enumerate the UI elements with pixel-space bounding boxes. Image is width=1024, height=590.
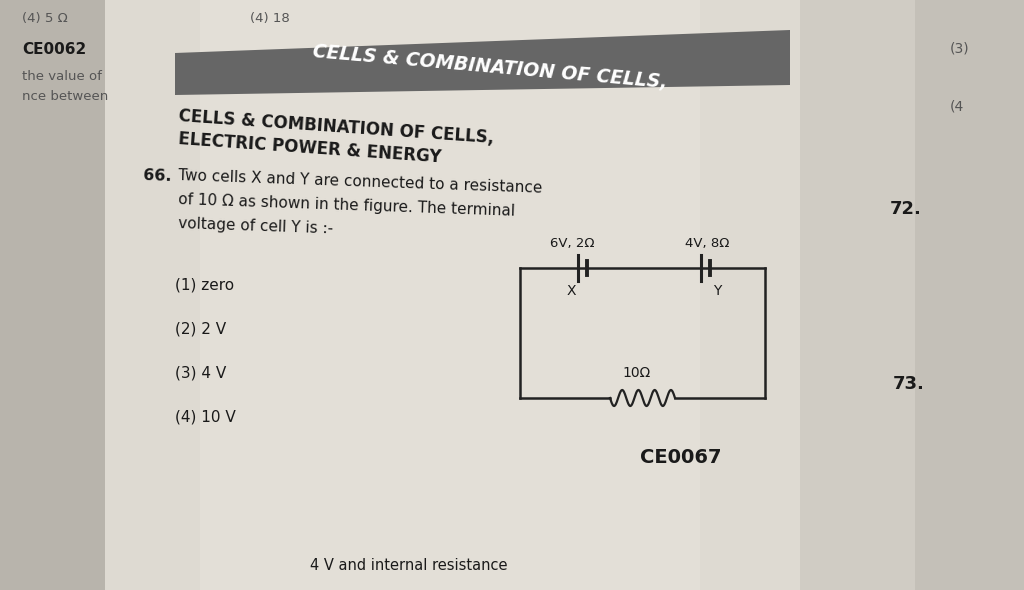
Text: CELLS & COMBINATION OF CELLS,: CELLS & COMBINATION OF CELLS,: [312, 42, 668, 92]
Text: CELLS & COMBINATION OF CELLS,: CELLS & COMBINATION OF CELLS,: [178, 107, 495, 147]
Text: 6V, 2Ω: 6V, 2Ω: [550, 237, 595, 250]
Text: 72.: 72.: [890, 200, 922, 218]
Text: (3) 4 V: (3) 4 V: [175, 366, 226, 381]
Polygon shape: [175, 30, 790, 95]
Text: CE0062: CE0062: [22, 42, 86, 57]
Text: of 10 Ω as shown in the figure. The terminal: of 10 Ω as shown in the figure. The term…: [178, 192, 515, 219]
Text: the value of: the value of: [22, 70, 101, 83]
Bar: [200, 0, 700, 590]
Text: CE0067: CE0067: [640, 448, 722, 467]
Text: nce between: nce between: [22, 90, 109, 103]
Text: 4V, 8Ω: 4V, 8Ω: [685, 237, 729, 250]
Text: (2) 2 V: (2) 2 V: [175, 322, 226, 337]
Text: voltage of cell Y is :-: voltage of cell Y is :-: [178, 216, 334, 237]
Text: (4: (4: [950, 100, 965, 114]
Text: (4) 10 V: (4) 10 V: [175, 410, 236, 425]
Text: (4) 18: (4) 18: [250, 12, 290, 25]
Text: ELECTRIC POWER & ENERGY: ELECTRIC POWER & ENERGY: [178, 130, 442, 166]
Text: Y: Y: [713, 284, 721, 298]
Text: Two cells X and Y are connected to a resistance: Two cells X and Y are connected to a res…: [178, 168, 543, 196]
Text: (4) 5 Ω: (4) 5 Ω: [22, 12, 68, 25]
Text: (3): (3): [950, 42, 970, 56]
Bar: [0, 0, 105, 590]
Bar: [915, 0, 1024, 590]
Text: 4 V and internal resistance: 4 V and internal resistance: [310, 558, 508, 573]
Text: (1) zero: (1) zero: [175, 278, 234, 293]
Text: 73.: 73.: [893, 375, 925, 393]
Text: X: X: [567, 284, 577, 298]
Bar: [800, 0, 915, 590]
Text: 66.: 66.: [143, 168, 172, 184]
Text: 10Ω: 10Ω: [623, 366, 650, 380]
Bar: [105, 0, 915, 590]
